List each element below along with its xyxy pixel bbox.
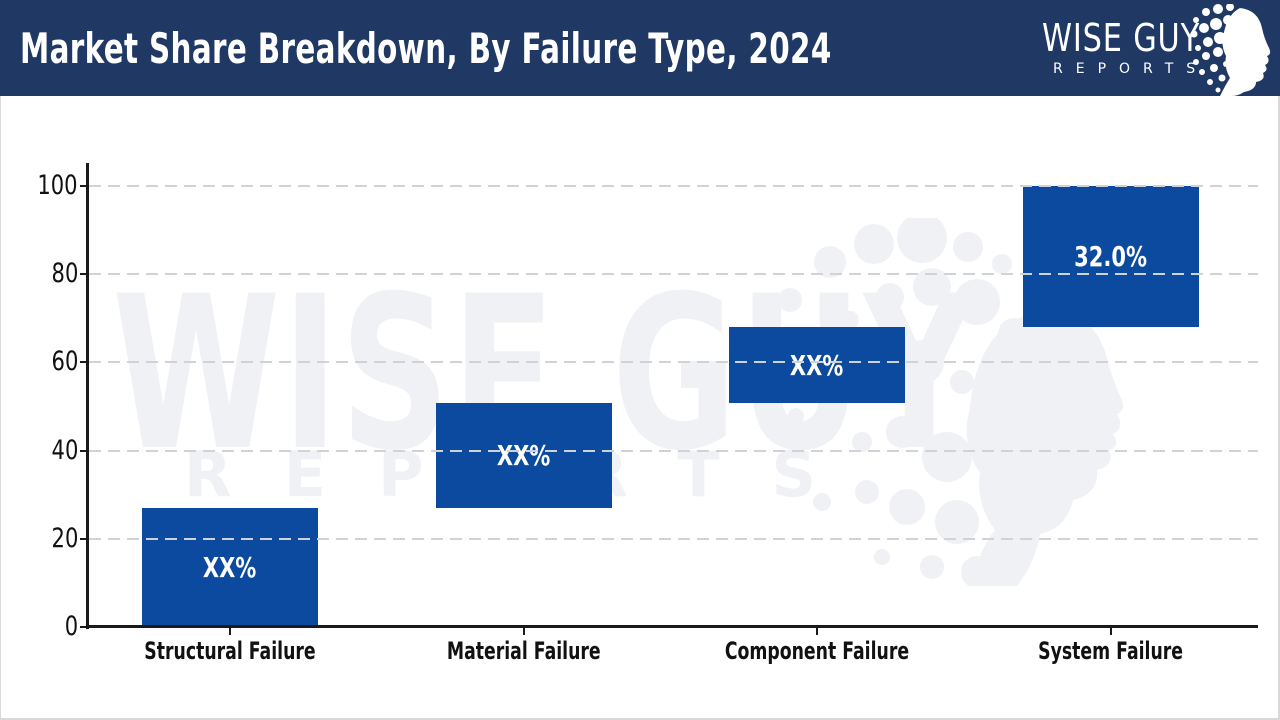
bar-value-label: 32.0% [1074, 240, 1148, 274]
y-tick-label-text: 0 [64, 611, 78, 642]
page-title-wrap: Market Share Breakdown, By Failure Type,… [20, 0, 1180, 96]
bar-segment: XX% [729, 327, 905, 403]
x-tick-mark [1110, 628, 1112, 635]
x-tick-label: Structural Failure [100, 638, 360, 664]
gridline [89, 537, 1258, 540]
header: Market Share Breakdown, By Failure Type,… [0, 0, 1280, 96]
x-tick-label: System Failure [981, 638, 1241, 664]
logo-tagline: REPORTS [1053, 61, 1209, 77]
page-border-bottom [0, 718, 1280, 720]
y-tick-label-text: 40 [51, 434, 78, 466]
y-tick-label-text: 60 [51, 346, 78, 378]
bar-segment: XX% [142, 507, 318, 627]
y-tick-label: 20 [6, 523, 78, 555]
bar-value-label: XX% [203, 550, 257, 584]
y-tick-label: 80 [6, 258, 78, 290]
x-tick-mark [816, 628, 818, 635]
gridline [89, 361, 1258, 364]
x-tick-label-text: System Failure [1038, 637, 1184, 665]
y-tick-mark [80, 273, 88, 276]
y-tick-label-text: 20 [51, 522, 78, 554]
bar-value-label: XX% [790, 348, 844, 382]
logo-wordmark: WISE GUY [1042, 16, 1200, 60]
y-tick-label: 100 [6, 170, 78, 202]
y-tick-mark [80, 626, 88, 628]
x-tick-label: Material Failure [394, 638, 654, 664]
gridline [89, 185, 1258, 187]
y-tick-label: 0 [6, 611, 78, 643]
x-tick-mark [523, 628, 525, 635]
x-axis-line [86, 625, 1258, 628]
x-tick-label-text: Material Failure [447, 637, 601, 665]
y-tick-label: 60 [6, 346, 78, 378]
page-title: Market Share Breakdown, By Failure Type,… [20, 23, 832, 73]
gridline [89, 449, 1258, 452]
y-tick-label-text: 80 [51, 258, 78, 290]
x-tick-label-text: Structural Failure [144, 637, 316, 665]
y-tick-mark [80, 537, 88, 540]
bar-segment: XX% [436, 402, 612, 508]
x-tick-label: Component Failure [687, 638, 947, 664]
chart-area: WISE GUY REPORTS 020406080100Structural … [0, 96, 1280, 720]
y-tick-label: 40 [6, 435, 78, 467]
y-tick-mark [80, 361, 88, 364]
page-border-left [0, 96, 1, 720]
x-tick-label-text: Component Failure [724, 637, 910, 665]
logo-wordmark-wrap: WISE GUY [1042, 16, 1239, 68]
page-border-right [1278, 96, 1280, 720]
y-tick-mark [80, 449, 88, 452]
wiseguy-head-icon [1190, 4, 1271, 96]
y-tick-label-text: 100 [37, 170, 78, 201]
y-tick-mark [80, 185, 88, 187]
y-axis-line [86, 163, 89, 629]
x-tick-mark [229, 628, 231, 635]
bar-segment: 32.0% [1023, 186, 1199, 328]
bar-value-label: XX% [497, 438, 551, 472]
gridline [89, 273, 1258, 276]
